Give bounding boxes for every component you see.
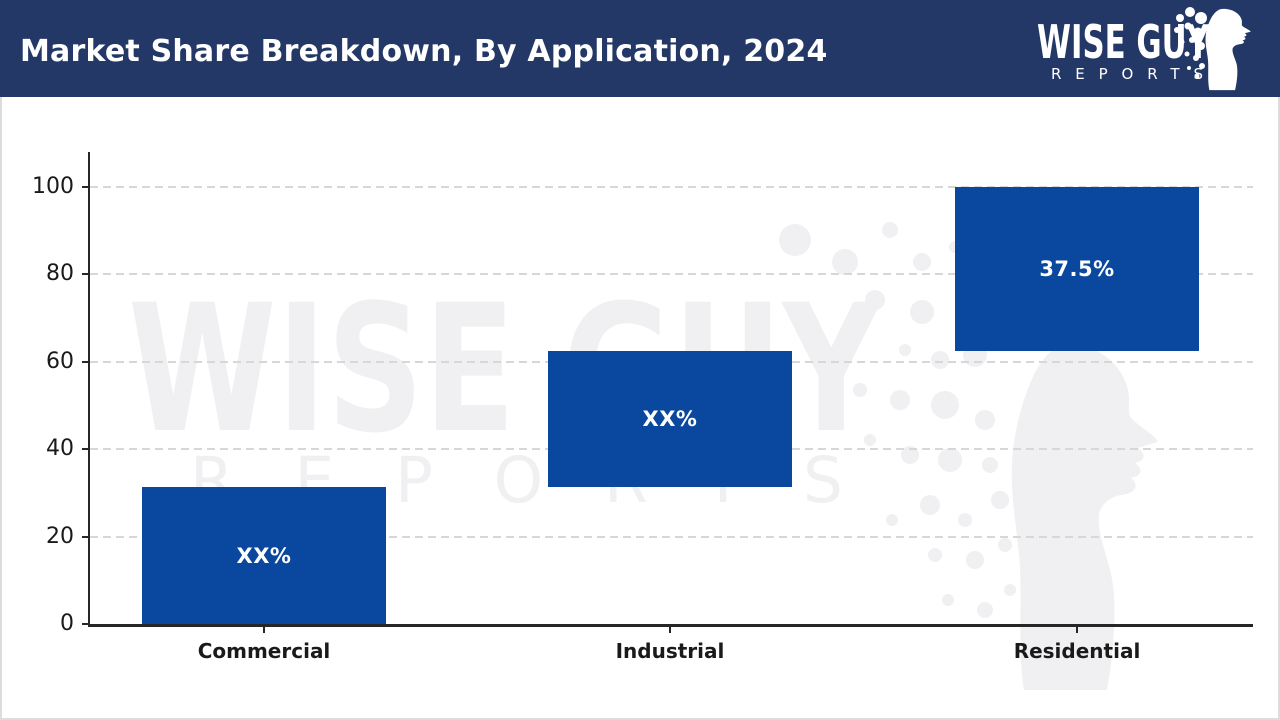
y-tick-mark xyxy=(82,360,90,363)
y-tick-mark xyxy=(82,186,90,188)
bar-industrial: XX% xyxy=(548,350,792,488)
gridline-80 xyxy=(90,273,1253,276)
bar-value-label: XX% xyxy=(642,407,698,432)
chart-title: Market Share Breakdown, By Application, … xyxy=(20,34,828,69)
x-tick-mark xyxy=(1076,627,1078,633)
header-bar: Market Share Breakdown, By Application, … xyxy=(0,0,1280,97)
bar-value-label: XX% xyxy=(236,543,292,568)
x-tick-mark xyxy=(669,627,671,633)
bar-value-label: 37.5% xyxy=(1039,256,1115,281)
y-axis-line xyxy=(88,152,90,627)
y-tick-mark xyxy=(82,535,90,538)
bar-residential: 37.5% xyxy=(955,187,1199,351)
x-category-label: Commercial xyxy=(197,639,331,663)
logo-face-icon xyxy=(1174,7,1251,91)
y-tick-label: 100 xyxy=(32,174,74,199)
y-tick-mark xyxy=(82,273,90,276)
y-tick-mark xyxy=(82,448,90,451)
x-axis-line xyxy=(88,624,1253,627)
bar-commercial: XX% xyxy=(142,487,386,624)
y-tick-mark xyxy=(82,623,90,625)
y-tick-label: 60 xyxy=(46,348,74,374)
y-tick-label: 20 xyxy=(46,523,74,549)
x-category-label: Residential xyxy=(1013,639,1141,663)
gridline-100 xyxy=(90,186,1253,188)
y-tick-label: 80 xyxy=(46,261,74,287)
y-tick-label: 40 xyxy=(46,436,74,462)
x-category-label: Industrial xyxy=(615,639,725,663)
y-tick-label: 0 xyxy=(60,611,74,636)
wise-guy-logo: WISE GUY REPORTS xyxy=(1037,7,1251,91)
gridline-20 xyxy=(90,535,1253,538)
x-tick-mark xyxy=(263,627,265,633)
